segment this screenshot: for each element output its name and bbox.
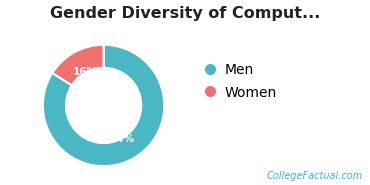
Text: CollegeFactual.com: CollegeFactual.com [266,171,363,181]
Text: 84%: 84% [110,134,135,144]
Text: 16%: 16% [73,67,98,77]
Legend: Men, Women: Men, Women [207,63,277,100]
Wedge shape [43,45,164,166]
Wedge shape [53,45,104,85]
Text: Gender Diversity of Comput...: Gender Diversity of Comput... [50,6,320,21]
